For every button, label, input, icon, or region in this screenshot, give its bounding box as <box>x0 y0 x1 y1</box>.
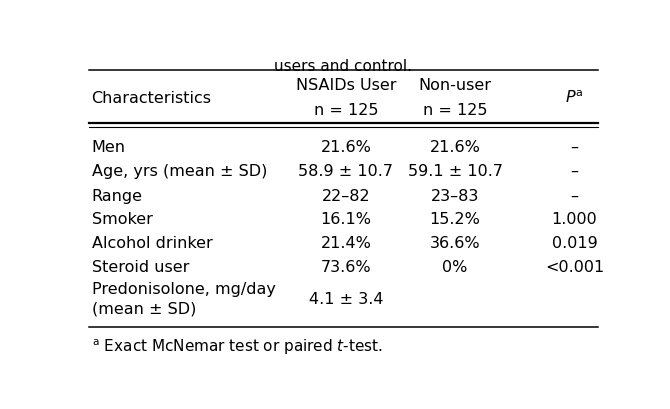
Text: Men: Men <box>92 139 125 154</box>
Text: Predonisolone, mg/day
(mean ± SD): Predonisolone, mg/day (mean ± SD) <box>92 281 275 316</box>
Text: 16.1%: 16.1% <box>320 212 371 227</box>
Text: 1.000: 1.000 <box>551 212 598 227</box>
Text: 21.6%: 21.6% <box>429 139 480 154</box>
Text: 0%: 0% <box>442 260 468 274</box>
Text: 73.6%: 73.6% <box>321 260 371 274</box>
Text: Steroid user: Steroid user <box>92 260 189 274</box>
Text: 36.6%: 36.6% <box>429 235 480 250</box>
Text: <0.001: <0.001 <box>545 260 604 274</box>
Text: 15.2%: 15.2% <box>429 212 480 227</box>
Text: 21.4%: 21.4% <box>320 235 371 250</box>
Text: 59.1 ± 10.7: 59.1 ± 10.7 <box>407 164 502 179</box>
Text: users and control.: users and control. <box>275 58 412 74</box>
Text: 0.019: 0.019 <box>551 235 598 250</box>
Text: Smoker: Smoker <box>92 212 152 227</box>
Text: –: – <box>570 188 578 203</box>
Text: 23–83: 23–83 <box>431 188 479 203</box>
Text: Age, yrs (mean ± SD): Age, yrs (mean ± SD) <box>92 164 267 179</box>
Text: 4.1 ± 3.4: 4.1 ± 3.4 <box>309 291 383 306</box>
Text: Characteristics: Characteristics <box>92 90 212 106</box>
Text: 21.6%: 21.6% <box>320 139 371 154</box>
Text: n = 125: n = 125 <box>423 103 487 118</box>
Text: $^{\mathrm{a}}$ Exact McNemar test or paired $\mathit{t}$-test.: $^{\mathrm{a}}$ Exact McNemar test or pa… <box>92 337 383 357</box>
Text: NSAIDs User: NSAIDs User <box>295 78 396 93</box>
Text: Alcohol drinker: Alcohol drinker <box>92 235 212 250</box>
Text: Non-user: Non-user <box>419 78 492 93</box>
Text: n = 125: n = 125 <box>314 103 379 118</box>
Text: –: – <box>570 139 578 154</box>
Text: –: – <box>570 164 578 179</box>
Text: Range: Range <box>92 188 143 203</box>
Text: 22–82: 22–82 <box>322 188 371 203</box>
Text: $\mathit{P}^{\mathrm{a}}$: $\mathit{P}^{\mathrm{a}}$ <box>565 90 584 106</box>
Text: 58.9 ± 10.7: 58.9 ± 10.7 <box>298 164 393 179</box>
